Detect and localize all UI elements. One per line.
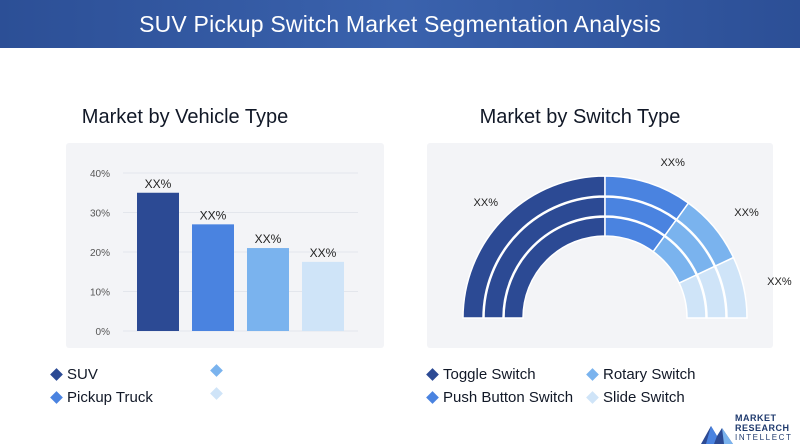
legend-marker-icon <box>50 391 63 404</box>
page-title: SUV Pickup Switch Market Segmentation An… <box>139 10 661 37</box>
legend-label: SUV <box>67 366 98 383</box>
slice-data-label: XX% <box>474 197 499 209</box>
bar-data-label: XX% <box>200 208 227 222</box>
legend-label: Rotary Switch <box>603 366 696 383</box>
legend-label: Push Button Switch <box>443 389 574 406</box>
legend-marker-icon <box>426 391 439 404</box>
donut-slice <box>678 273 707 319</box>
legend-item-2 <box>210 364 227 377</box>
legend-item-slide-switch: Slide Switch <box>586 389 685 406</box>
bar <box>302 261 344 331</box>
switch-type-title: Market by Switch Type <box>479 106 681 128</box>
logo-mountain-icon <box>701 426 733 444</box>
legend-item-toggle-switch: Toggle Switch <box>426 366 536 383</box>
legend-item-4 <box>210 387 227 400</box>
legend-label: Slide Switch <box>603 389 685 406</box>
bar-data-label: XX% <box>310 246 337 260</box>
legend-item-pickup-truck: Pickup Truck <box>50 389 153 406</box>
bar-data-label: XX% <box>255 232 282 246</box>
header-banner: SUV Pickup Switch Market Segmentation An… <box>0 0 800 48</box>
bar <box>137 192 179 331</box>
y-tick-label: 10% <box>90 288 110 299</box>
logo-text: MARKET RESEARCH INTELLECT <box>735 413 793 443</box>
logo-line-3: INTELLECT <box>735 433 793 442</box>
legend-marker-icon <box>210 387 223 400</box>
vehicle-type-title: Market by Vehicle Type <box>81 106 289 128</box>
donut-slice <box>696 265 727 319</box>
legend-label: Pickup Truck <box>67 389 153 406</box>
y-tick-label: 30% <box>90 209 110 220</box>
slice-data-label: XX% <box>734 207 759 219</box>
legend-marker-icon <box>586 391 599 404</box>
bar-data-label: XX% <box>145 177 172 191</box>
y-tick-label: 20% <box>90 248 110 259</box>
donut-slice <box>714 256 748 319</box>
legend-marker-icon <box>426 368 439 381</box>
bar <box>247 248 289 331</box>
legend-item-suv: SUV <box>50 366 98 383</box>
legend-marker-icon <box>210 364 223 377</box>
logo-line-1: MARKET <box>735 413 777 423</box>
slice-data-label: XX% <box>767 276 792 288</box>
slice-data-label: XX% <box>660 157 685 169</box>
legend-marker-icon <box>586 368 599 381</box>
y-tick-label: 0% <box>96 327 111 338</box>
market-research-intellect-logo: MARKET RESEARCH INTELLECT <box>700 410 796 448</box>
legend-marker-icon <box>50 368 63 381</box>
legend-item-push-button-switch: Push Button Switch <box>426 389 574 406</box>
logo-line-2: RESEARCH <box>735 423 790 433</box>
legend-item-rotary-switch: Rotary Switch <box>586 366 696 383</box>
legend-label: Toggle Switch <box>443 366 536 383</box>
bar <box>192 224 234 331</box>
y-tick-label: 40% <box>90 169 110 180</box>
